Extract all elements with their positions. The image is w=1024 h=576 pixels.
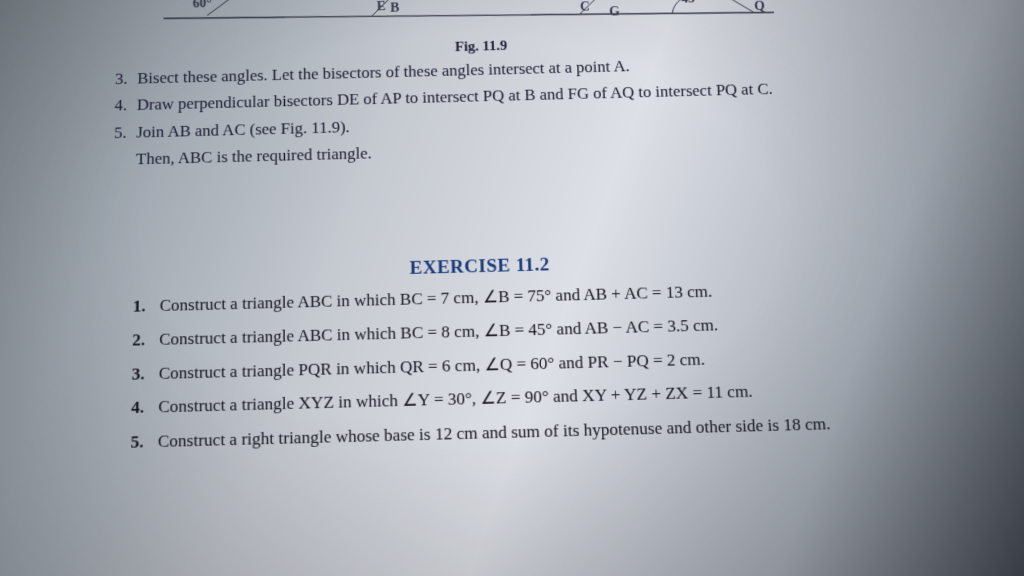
figure-diagram-fragment: 60° E B C G 45° Q xyxy=(153,0,890,40)
diagram-lines xyxy=(153,0,890,40)
exercise-heading: EXERCISE 11.2 xyxy=(409,255,550,280)
textbook-page: 60° E B C G 45° Q Fig. 11.9 3. Bisect th… xyxy=(21,0,1019,576)
step-number: 5. xyxy=(93,120,137,146)
problem-number: 2. xyxy=(109,325,160,356)
exercise-problems: 1. Construct a triangle ABC in which BC … xyxy=(107,270,982,462)
step-number: 3. xyxy=(94,67,137,93)
figure-caption: Fig. 11.9 xyxy=(455,39,508,56)
step-number: 4. xyxy=(93,93,137,119)
problem-number: 4. xyxy=(107,392,158,423)
step-text: Join AB and AC (see Fig. 11.9). xyxy=(136,115,350,145)
problem-number: 3. xyxy=(108,358,159,389)
problem-number: 1. xyxy=(109,291,160,322)
construction-steps: 3. Bisect these angles. Let the bisector… xyxy=(92,46,959,173)
problem-number: 5. xyxy=(107,427,158,459)
